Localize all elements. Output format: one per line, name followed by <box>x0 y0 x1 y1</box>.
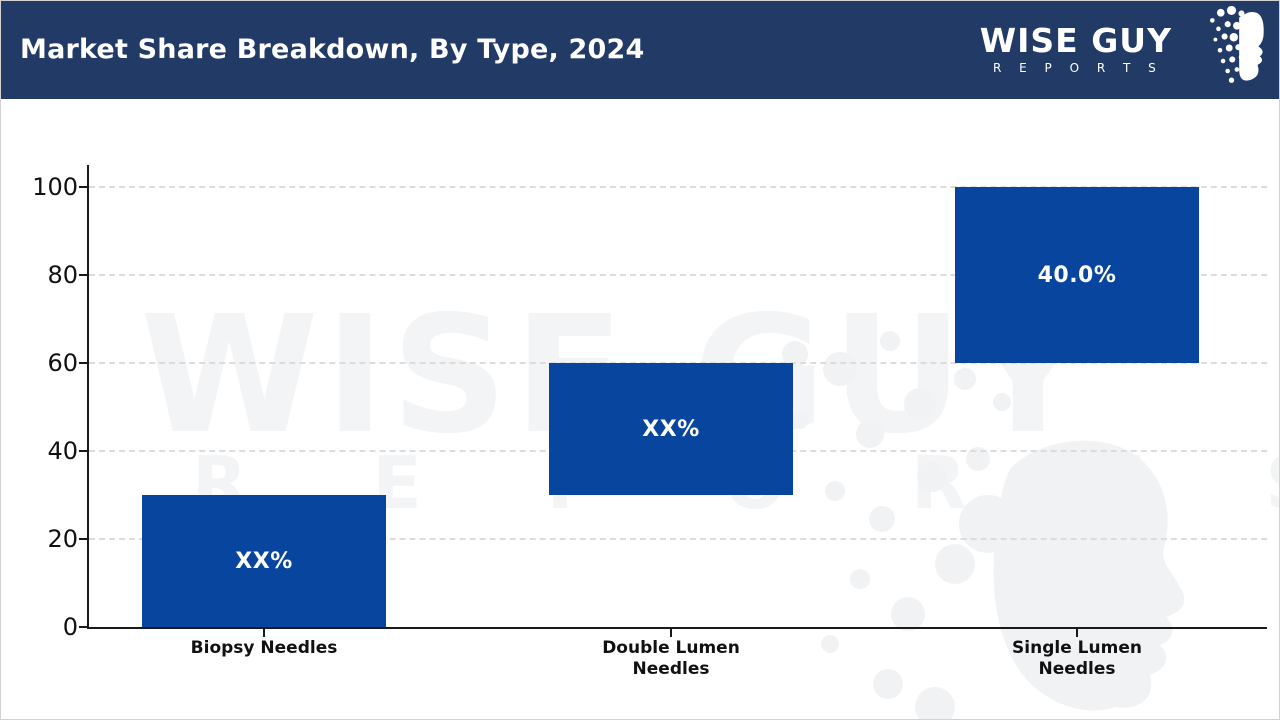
y-tick-mark-100 <box>79 186 87 188</box>
bar-single-lumen-needles[interactable]: 40.0% <box>955 187 1199 363</box>
gridline-80 <box>89 274 1267 276</box>
page-title: Market Share Breakdown, By Type, 2024 <box>20 34 645 65</box>
brand-logo: WISE GUY R E P O R T S <box>980 5 1266 95</box>
y-tick-label-60: 60 <box>47 349 78 377</box>
x-category-label-1: Double Lumen Needles <box>602 638 740 679</box>
dotted-face-profile-icon <box>1174 5 1266 95</box>
y-tick-mark-20 <box>79 538 87 540</box>
y-tick-mark-0 <box>79 626 87 628</box>
x-axis-line <box>87 627 1267 629</box>
header-bar: Market Share Breakdown, By Type, 2024 WI… <box>0 0 1280 99</box>
x-category-label-2: Single Lumen Needles <box>1012 638 1142 679</box>
y-axis-line <box>87 165 89 627</box>
x-tick-mark-0 <box>263 629 265 637</box>
y-tick-mark-80 <box>79 274 87 276</box>
bar-biopsy-needles[interactable]: XX% <box>142 495 386 627</box>
gridline-100 <box>89 186 1267 188</box>
bar-double-lumen-needles[interactable]: XX% <box>549 363 793 495</box>
x-tick-mark-1 <box>670 629 672 637</box>
bar-value-label: XX% <box>642 416 700 442</box>
bar-value-label: 40.0% <box>1037 262 1117 288</box>
brand-logo-text: WISE GUY R E P O R T S <box>980 24 1172 75</box>
y-tick-label-100: 100 <box>32 173 78 201</box>
gridline-20 <box>89 538 1267 540</box>
brand-name: WISE GUY <box>979 21 1172 61</box>
y-tick-label-0: 0 <box>62 613 78 641</box>
y-tick-label-20: 20 <box>47 525 78 553</box>
y-tick-mark-40 <box>79 450 87 452</box>
brand-subname: R E P O R T S <box>992 60 1163 75</box>
y-tick-mark-60 <box>79 362 87 364</box>
y-tick-label-80: 80 <box>47 261 78 289</box>
y-tick-label-40: 40 <box>47 437 78 465</box>
x-tick-mark-2 <box>1076 629 1078 637</box>
bar-value-label: XX% <box>235 548 293 574</box>
x-category-label-0: Biopsy Needles <box>190 638 338 658</box>
